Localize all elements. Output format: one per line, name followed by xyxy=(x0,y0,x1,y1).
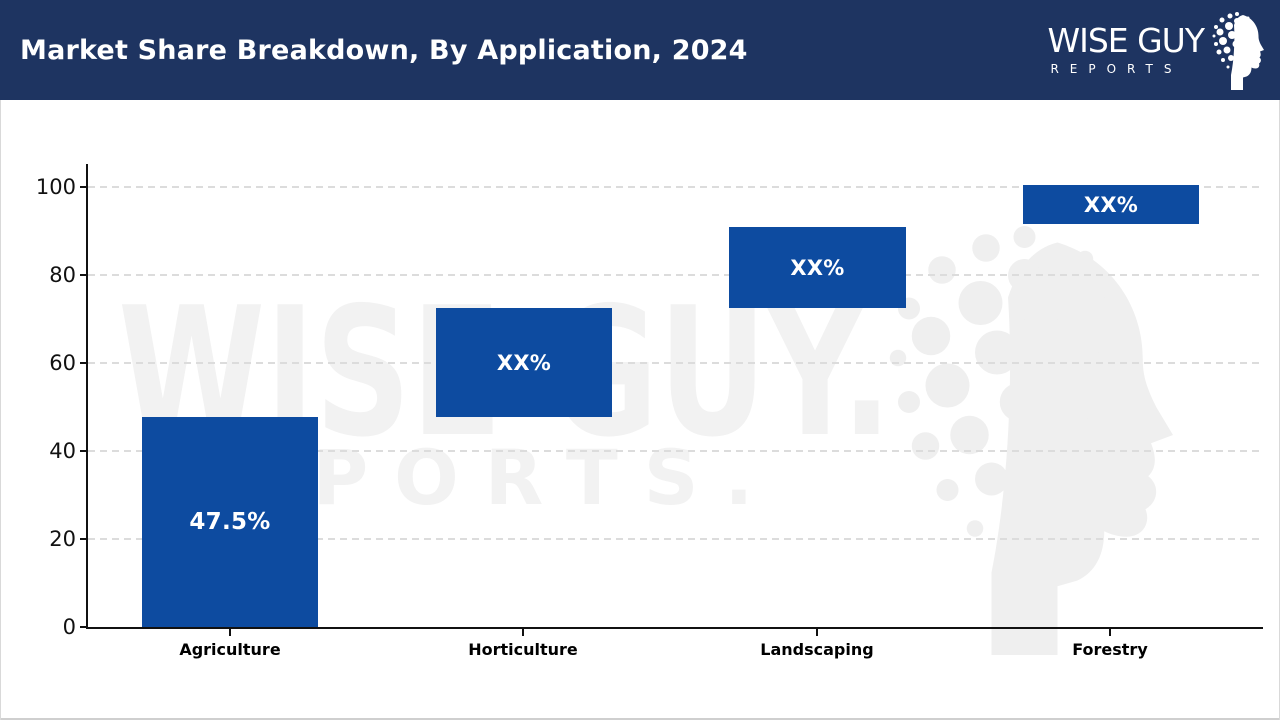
x-tick-mark xyxy=(1109,629,1111,636)
gridline-40 xyxy=(88,450,1262,452)
x-category-label: Landscaping xyxy=(760,640,874,659)
bar-value-label: 47.5% xyxy=(189,509,271,535)
gridline-20 xyxy=(88,538,1262,540)
y-tick-label: 0 xyxy=(62,615,76,639)
x-tick-mark xyxy=(522,629,524,636)
wise-guy-logo-text: WISE GUY REPORTS xyxy=(1047,21,1205,76)
y-tick-mark xyxy=(80,450,87,452)
wise-guy-logo: WISE GUY REPORTS xyxy=(1012,8,1268,92)
x-category-label: Horticulture xyxy=(468,640,578,659)
gridline-100 xyxy=(88,186,1262,188)
logo-subtext: REPORTS xyxy=(1050,61,1183,76)
y-tick-mark xyxy=(80,538,87,540)
y-tick-mark xyxy=(80,274,87,276)
bar-forestry: XX% xyxy=(1023,185,1199,224)
x-category-label: Agriculture xyxy=(179,640,281,659)
bar-landscaping: XX% xyxy=(729,227,906,308)
bar-value-label: XX% xyxy=(496,350,552,375)
page-left-edge xyxy=(0,100,1,720)
page-title: Market Share Breakdown, By Application, … xyxy=(20,34,748,66)
x-axis-line xyxy=(86,627,1263,629)
y-tick-label: 40 xyxy=(49,439,76,463)
wise-guy-head-watermark-icon xyxy=(889,226,1173,655)
bar-value-label: XX% xyxy=(1083,192,1139,217)
x-category-label: Forestry xyxy=(1072,640,1148,659)
y-tick-mark xyxy=(80,626,87,628)
y-tick-label: 20 xyxy=(49,527,76,551)
bar-agriculture: 47.5% xyxy=(142,417,318,627)
y-tick-mark xyxy=(80,362,87,364)
y-tick-label: 60 xyxy=(49,351,76,375)
header-band: Market Share Breakdown, By Application, … xyxy=(0,0,1280,100)
page-bottom-edge xyxy=(0,718,1280,720)
logo-wordmark: WISE GUY xyxy=(1047,21,1205,61)
bar-value-label: XX% xyxy=(790,255,845,280)
x-tick-mark xyxy=(816,629,818,636)
y-axis-line xyxy=(86,164,88,629)
gridline-60 xyxy=(88,362,1262,364)
y-tick-label: 80 xyxy=(49,263,76,287)
bar-horticulture: XX% xyxy=(436,308,612,417)
wise-guy-head-icon xyxy=(1212,12,1264,90)
x-tick-mark xyxy=(229,629,231,636)
gridline-80 xyxy=(88,274,1262,276)
y-tick-label: 100 xyxy=(35,175,76,199)
y-tick-mark xyxy=(80,186,87,188)
